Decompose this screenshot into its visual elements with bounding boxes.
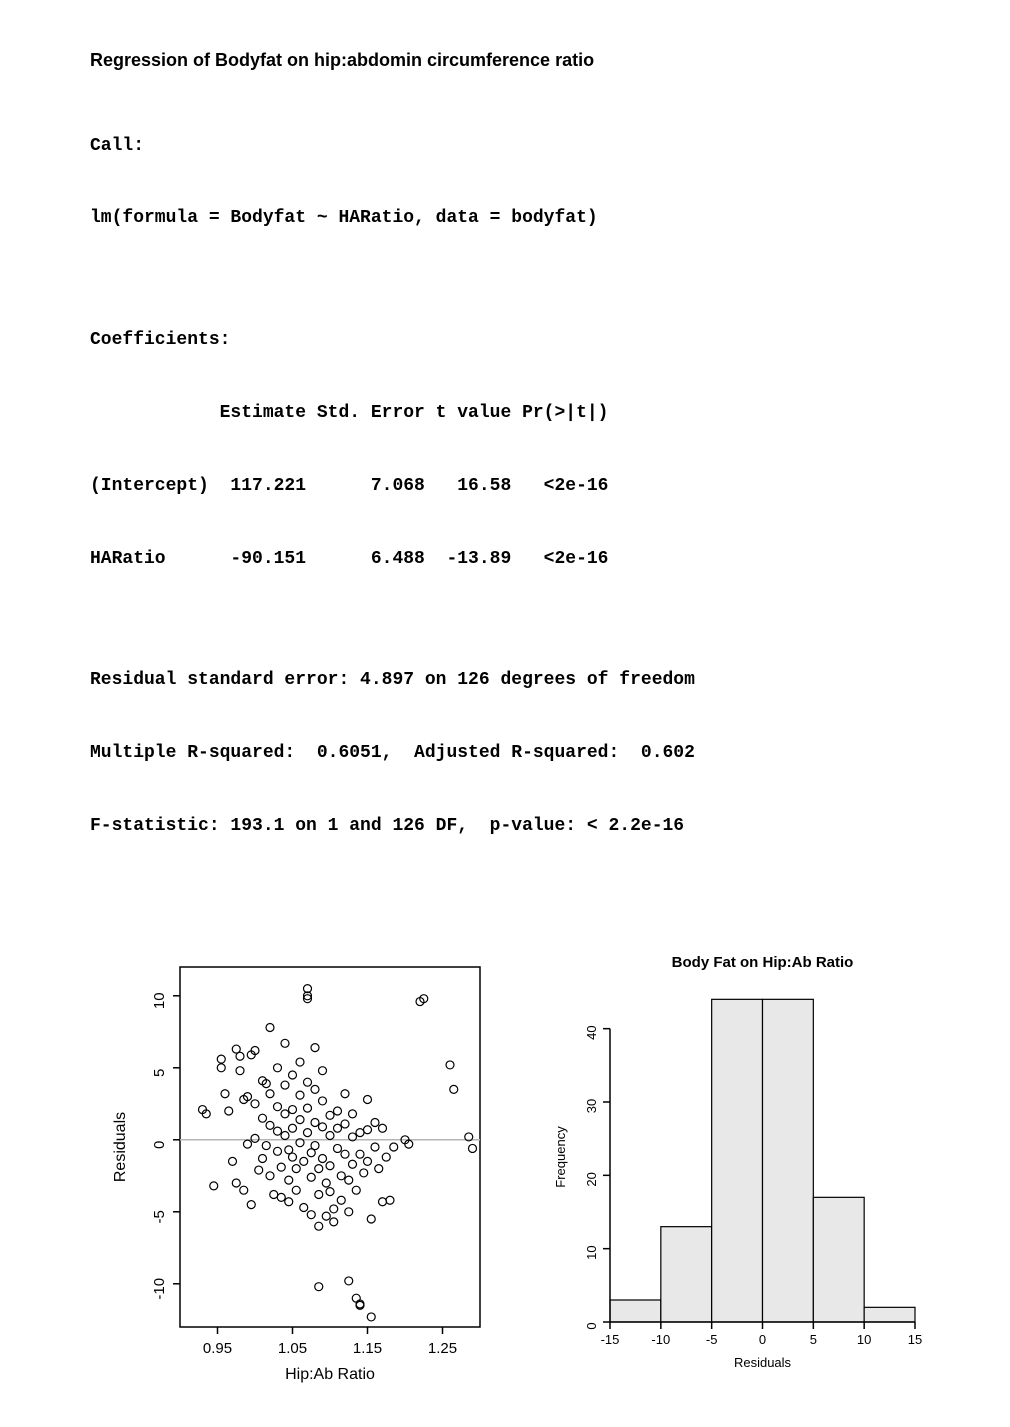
residual-line: Residual standard error: 4.897 on 126 de… bbox=[90, 668, 920, 692]
svg-text:-10: -10 bbox=[151, 1278, 168, 1300]
svg-text:-15: -15 bbox=[601, 1332, 620, 1347]
page-title: Regression of Bodyfat on hip:abdomin cir… bbox=[90, 50, 920, 71]
svg-text:-5: -5 bbox=[706, 1332, 718, 1347]
svg-text:5: 5 bbox=[151, 1068, 168, 1076]
svg-text:0.95: 0.95 bbox=[203, 1340, 232, 1357]
svg-text:5: 5 bbox=[810, 1332, 817, 1347]
svg-text:10: 10 bbox=[584, 1245, 599, 1259]
svg-text:Hip:Ab Ratio: Hip:Ab Ratio bbox=[285, 1366, 375, 1383]
svg-text:0: 0 bbox=[151, 1140, 168, 1148]
svg-text:20: 20 bbox=[584, 1172, 599, 1186]
coef-row: (Intercept) 117.221 7.068 16.58 <2e-16 bbox=[90, 474, 920, 498]
svg-text:1.05: 1.05 bbox=[278, 1340, 307, 1357]
coef-header: Estimate Std. Error t value Pr(>|t|) bbox=[90, 401, 920, 425]
scatter-plot: 0.95 1.05 1.15 1.25 -10 -5 0 5 10 Hip:Ab Ratio Res… bbox=[90, 947, 500, 1397]
coef-heading: Coefficients: bbox=[90, 328, 920, 352]
svg-text:0: 0 bbox=[759, 1332, 766, 1347]
svg-text:1.25: 1.25 bbox=[428, 1340, 457, 1357]
svg-text:15: 15 bbox=[908, 1332, 922, 1347]
svg-text:10: 10 bbox=[857, 1332, 871, 1347]
svg-text:-10: -10 bbox=[651, 1332, 670, 1347]
histogram-plot: Body Fat on Hip:Ab Ratio -15 -10 -5 0 5 10 15 0 1… bbox=[530, 947, 940, 1397]
svg-text:10: 10 bbox=[151, 992, 168, 1009]
svg-text:30: 30 bbox=[584, 1099, 599, 1113]
call-formula: lm(formula = Bodyfat ~ HARatio, data = b… bbox=[90, 206, 920, 230]
svg-text:1.15: 1.15 bbox=[353, 1340, 382, 1357]
fstat-line: F-statistic: 193.1 on 1 and 126 DF, p-va… bbox=[90, 814, 920, 838]
call-label: Call: bbox=[90, 134, 920, 158]
rsq-line: Multiple R-squared: 0.6051, Adjusted R-s… bbox=[90, 741, 920, 765]
svg-text:0: 0 bbox=[584, 1322, 599, 1329]
coef-row: HARatio -90.151 6.488 -13.89 <2e-16 bbox=[90, 547, 920, 571]
svg-text:Residuals: Residuals bbox=[734, 1355, 792, 1370]
svg-text:Body Fat on Hip:Ab Ratio: Body Fat on Hip:Ab Ratio bbox=[672, 954, 854, 971]
svg-text:-5: -5 bbox=[151, 1210, 168, 1223]
svg-text:Residuals: Residuals bbox=[112, 1112, 129, 1182]
r-output: Call: lm(formula = Bodyfat ~ HARatio, da… bbox=[90, 85, 920, 887]
svg-text:40: 40 bbox=[584, 1025, 599, 1039]
svg-text:Frequency: Frequency bbox=[553, 1126, 568, 1188]
